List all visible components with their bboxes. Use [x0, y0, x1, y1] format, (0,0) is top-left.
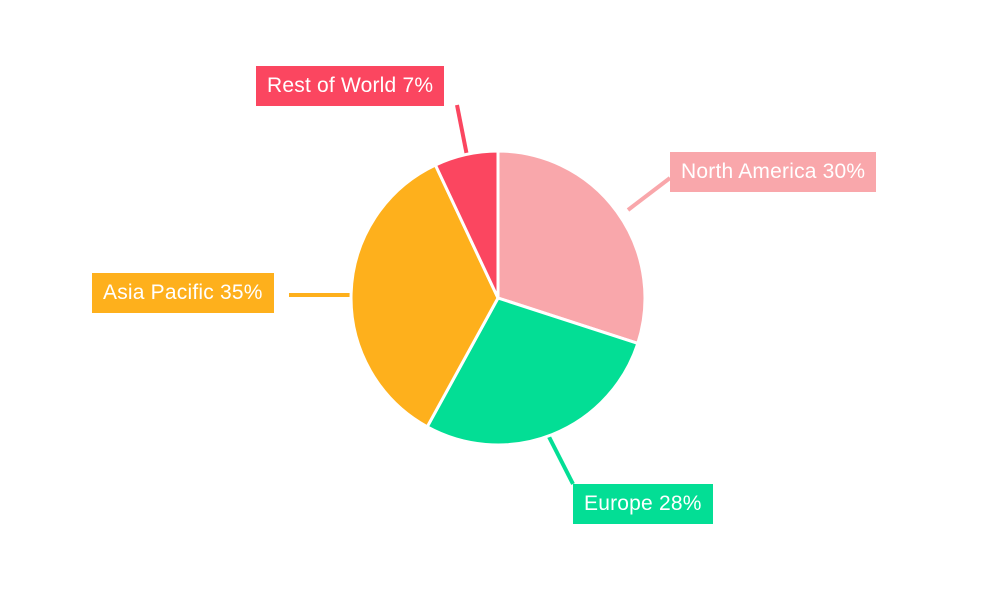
- pie-slice-north-america[interactable]: [496, 149, 647, 346]
- pie-label-europe: Europe 28%: [573, 484, 713, 524]
- pie-slice-rest-of-world[interactable]: [433, 149, 500, 299]
- leader-line-north-america: [626, 176, 672, 212]
- leader-line-europe: [543, 428, 575, 485]
- pie-slices-group: [349, 149, 647, 447]
- pie-slice-europe[interactable]: [425, 296, 640, 447]
- pie-label-asia-pacific: Asia Pacific 35%: [92, 273, 274, 313]
- pie-label-north-america: North America 30%: [670, 152, 877, 192]
- pie-slice-asia-pacific[interactable]: [349, 163, 500, 429]
- pie-label-rest-of-world: Rest of World 7%: [256, 66, 445, 106]
